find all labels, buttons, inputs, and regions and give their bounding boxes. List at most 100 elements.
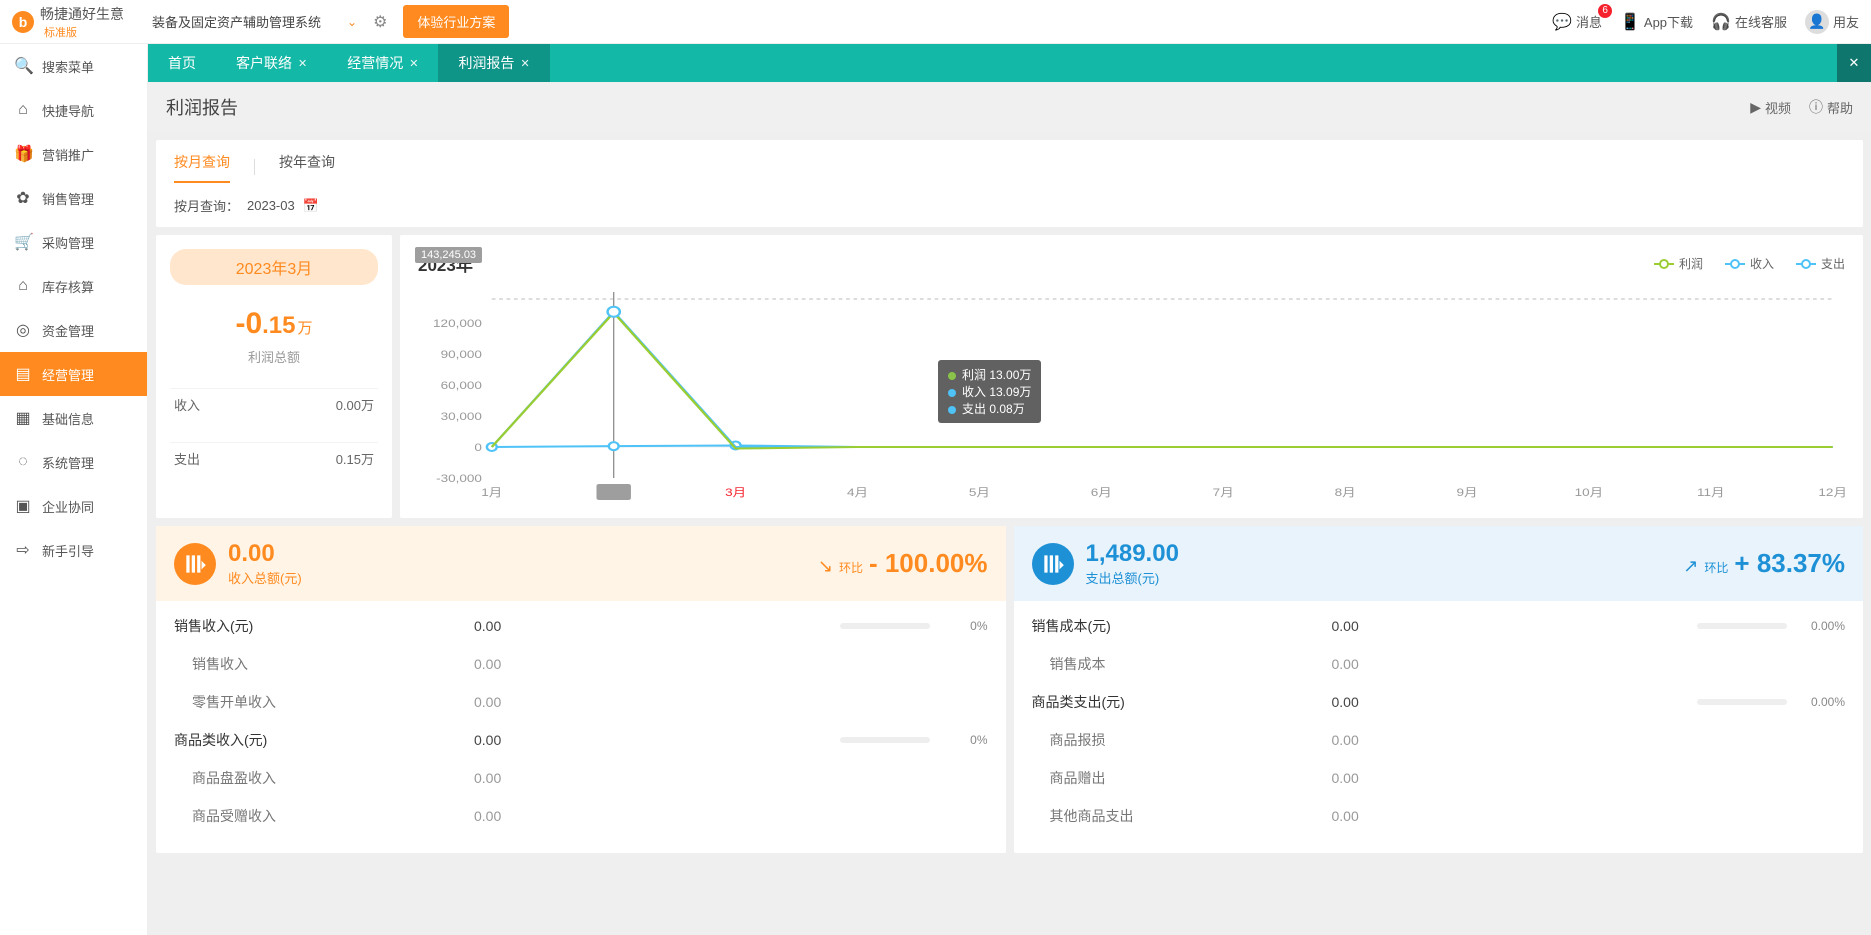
row-label: 零售开单收入 [174, 692, 474, 712]
sidebar-icon: ✿ [14, 188, 32, 208]
video-link[interactable]: ▶ 视频 [1750, 98, 1791, 117]
expense-delta: + 83.37% [1734, 548, 1845, 579]
experience-button[interactable]: 体验行业方案 [403, 5, 509, 38]
panel-row: 商品盘盈收入0.00 [174, 759, 988, 797]
svg-text:-30,000: -30,000 [436, 472, 482, 484]
trend-down-icon: ↘ [818, 556, 833, 577]
progress-bar [1697, 623, 1787, 629]
sidebar-icon: ◎ [14, 320, 32, 340]
user-menu[interactable]: 👤 用友 [1805, 10, 1859, 34]
summary-row: 支出0.15万 [170, 442, 378, 474]
row-label: 商品类支出(元) [1032, 692, 1332, 712]
sidebar-icon: ⌂ [14, 277, 32, 295]
close-icon[interactable]: ✕ [298, 57, 307, 70]
close-icon[interactable]: ✕ [409, 57, 418, 70]
sidebar-item[interactable]: ◌系统管理 [0, 440, 147, 484]
sidebar-item[interactable]: ◎资金管理 [0, 308, 147, 352]
expense-panel: 1,489.00 支出总额(元) ↗ 环比 + 83.37% 销售成本(元)0.… [1014, 526, 1864, 853]
percent-label: 0.00% [1797, 695, 1845, 709]
legend-item[interactable]: 收入 [1725, 255, 1774, 272]
gear-icon[interactable]: ⚙ [373, 12, 387, 32]
sub-tab-yearly[interactable]: 按年查询 [279, 152, 335, 182]
row-value: 0.00 [474, 618, 594, 634]
sidebar-item-label: 快捷导航 [42, 101, 94, 120]
sidebar-item-label: 搜索菜单 [42, 57, 94, 76]
sidebar-item[interactable]: ⇨新手引导 [0, 528, 147, 572]
profit-total: -0 .15 万 [170, 307, 378, 341]
row-value: 0.00 [1332, 694, 1452, 710]
svg-text:10月: 10月 [1575, 486, 1604, 498]
sidebar-item-label: 新手引导 [42, 541, 94, 560]
filter-bar: 按月查询 按年查询 按月查询： 2023-03 📅 [156, 140, 1863, 227]
chart-card: 2023年 利润收入支出 143,245.03 -30,000030,00060… [400, 235, 1863, 518]
svg-text:4月: 4月 [847, 486, 868, 498]
summary-card: 2023年3月 -0 .15 万 利润总额 收入0.00万支出0.15万 [156, 235, 392, 518]
messages-link[interactable]: 💬 消息 6 [1552, 12, 1602, 32]
row-value: 0.00 [474, 694, 594, 710]
sub-tab-monthly[interactable]: 按月查询 [174, 152, 230, 182]
row-label: 销售收入 [174, 654, 474, 674]
support-link[interactable]: 🎧 在线客服 [1711, 12, 1787, 32]
legend-item[interactable]: 利润 [1654, 255, 1703, 272]
row-value: 0.00 [1332, 656, 1452, 672]
tab[interactable]: 经营情况✕ [327, 44, 438, 82]
calendar-icon[interactable]: 📅 [303, 198, 319, 214]
system-dropdown[interactable]: 装备及固定资产辅助管理系统 ⌄ [152, 12, 357, 31]
percent-label: 0% [940, 619, 988, 633]
tooltip-row: 支出 0.08万 [948, 400, 1031, 417]
expense-total-label: 支出总额(元) [1086, 568, 1179, 587]
income-total: 0.00 [228, 540, 302, 568]
user-label: 用友 [1833, 12, 1859, 31]
percent-label: 0.00% [1797, 619, 1845, 633]
headset-icon: 🎧 [1711, 12, 1731, 32]
sidebar-item-label: 库存核算 [42, 277, 94, 296]
row-label: 商品受赠收入 [174, 806, 474, 826]
tab[interactable]: 客户联络 ✕ [216, 44, 327, 82]
percent-label: 0% [940, 733, 988, 747]
subtab-separator [254, 159, 255, 175]
mobile-icon: 📱 [1620, 12, 1640, 32]
sidebar-item[interactable]: 🛒采购管理 [0, 220, 147, 264]
svg-text:60,000: 60,000 [441, 379, 483, 391]
sidebar-item[interactable]: ▣企业协同 [0, 484, 147, 528]
panel-row: 商品类收入(元)0.000% [174, 721, 988, 759]
sidebar-item[interactable]: ▤经营管理 [0, 352, 147, 396]
help-icon: ⓘ [1809, 97, 1823, 117]
sidebar-item[interactable]: 🔍搜索菜单 [0, 44, 147, 88]
row-value: 0.00 [474, 808, 594, 824]
sidebar-item-label: 营销推广 [42, 145, 94, 164]
panel-row: 商品报损0.00 [1032, 721, 1846, 759]
trend-up-icon: ↗ [1683, 556, 1698, 577]
tab-label: 客户联络 [236, 53, 292, 73]
legend-item[interactable]: 支出 [1796, 255, 1845, 272]
expense-icon [1032, 543, 1074, 585]
sidebar-item-label: 销售管理 [42, 189, 94, 208]
sidebar-item[interactable]: ⌂快捷导航 [0, 88, 147, 132]
logo-brand: 畅捷通好生意 [40, 4, 124, 24]
tab[interactable]: 首页 [148, 44, 216, 82]
help-link[interactable]: ⓘ 帮助 [1809, 97, 1853, 117]
row-value: 0.00 [474, 770, 594, 786]
tabs: 首页客户联络✕经营情况✕利润报告✕✕ [148, 44, 1871, 82]
messages-badge: 6 [1598, 4, 1612, 18]
panel-row: 商品赠出0.00 [1032, 759, 1846, 797]
legend-marker [1654, 259, 1674, 269]
filter-value[interactable]: 2023-03 [247, 198, 295, 213]
close-icon[interactable]: ✕ [520, 57, 529, 70]
svg-text:9月: 9月 [1456, 486, 1477, 498]
row-label: 销售收入(元) [174, 616, 474, 636]
tab[interactable]: 利润报告✕ [438, 44, 549, 82]
chart-legend: 利润 收入 支出 [1654, 255, 1845, 272]
svg-text:1月: 1月 [481, 486, 502, 498]
sidebar-item[interactable]: ▦基础信息 [0, 396, 147, 440]
sidebar-item[interactable]: 🎁营销推广 [0, 132, 147, 176]
income-icon [174, 543, 216, 585]
sidebar-icon: ▤ [14, 364, 32, 384]
app-download-link[interactable]: 📱 App下载 [1620, 12, 1693, 32]
close-all-tabs-button[interactable]: ✕ [1837, 44, 1871, 82]
sidebar-item[interactable]: ✿ 销售管理 [0, 176, 147, 220]
sidebar-item[interactable]: ⌂ 库存核算 [0, 264, 147, 308]
row-label: 销售成本 [1032, 654, 1332, 674]
sidebar-icon: ▦ [14, 408, 32, 428]
row-value: 0.00 [474, 656, 594, 672]
